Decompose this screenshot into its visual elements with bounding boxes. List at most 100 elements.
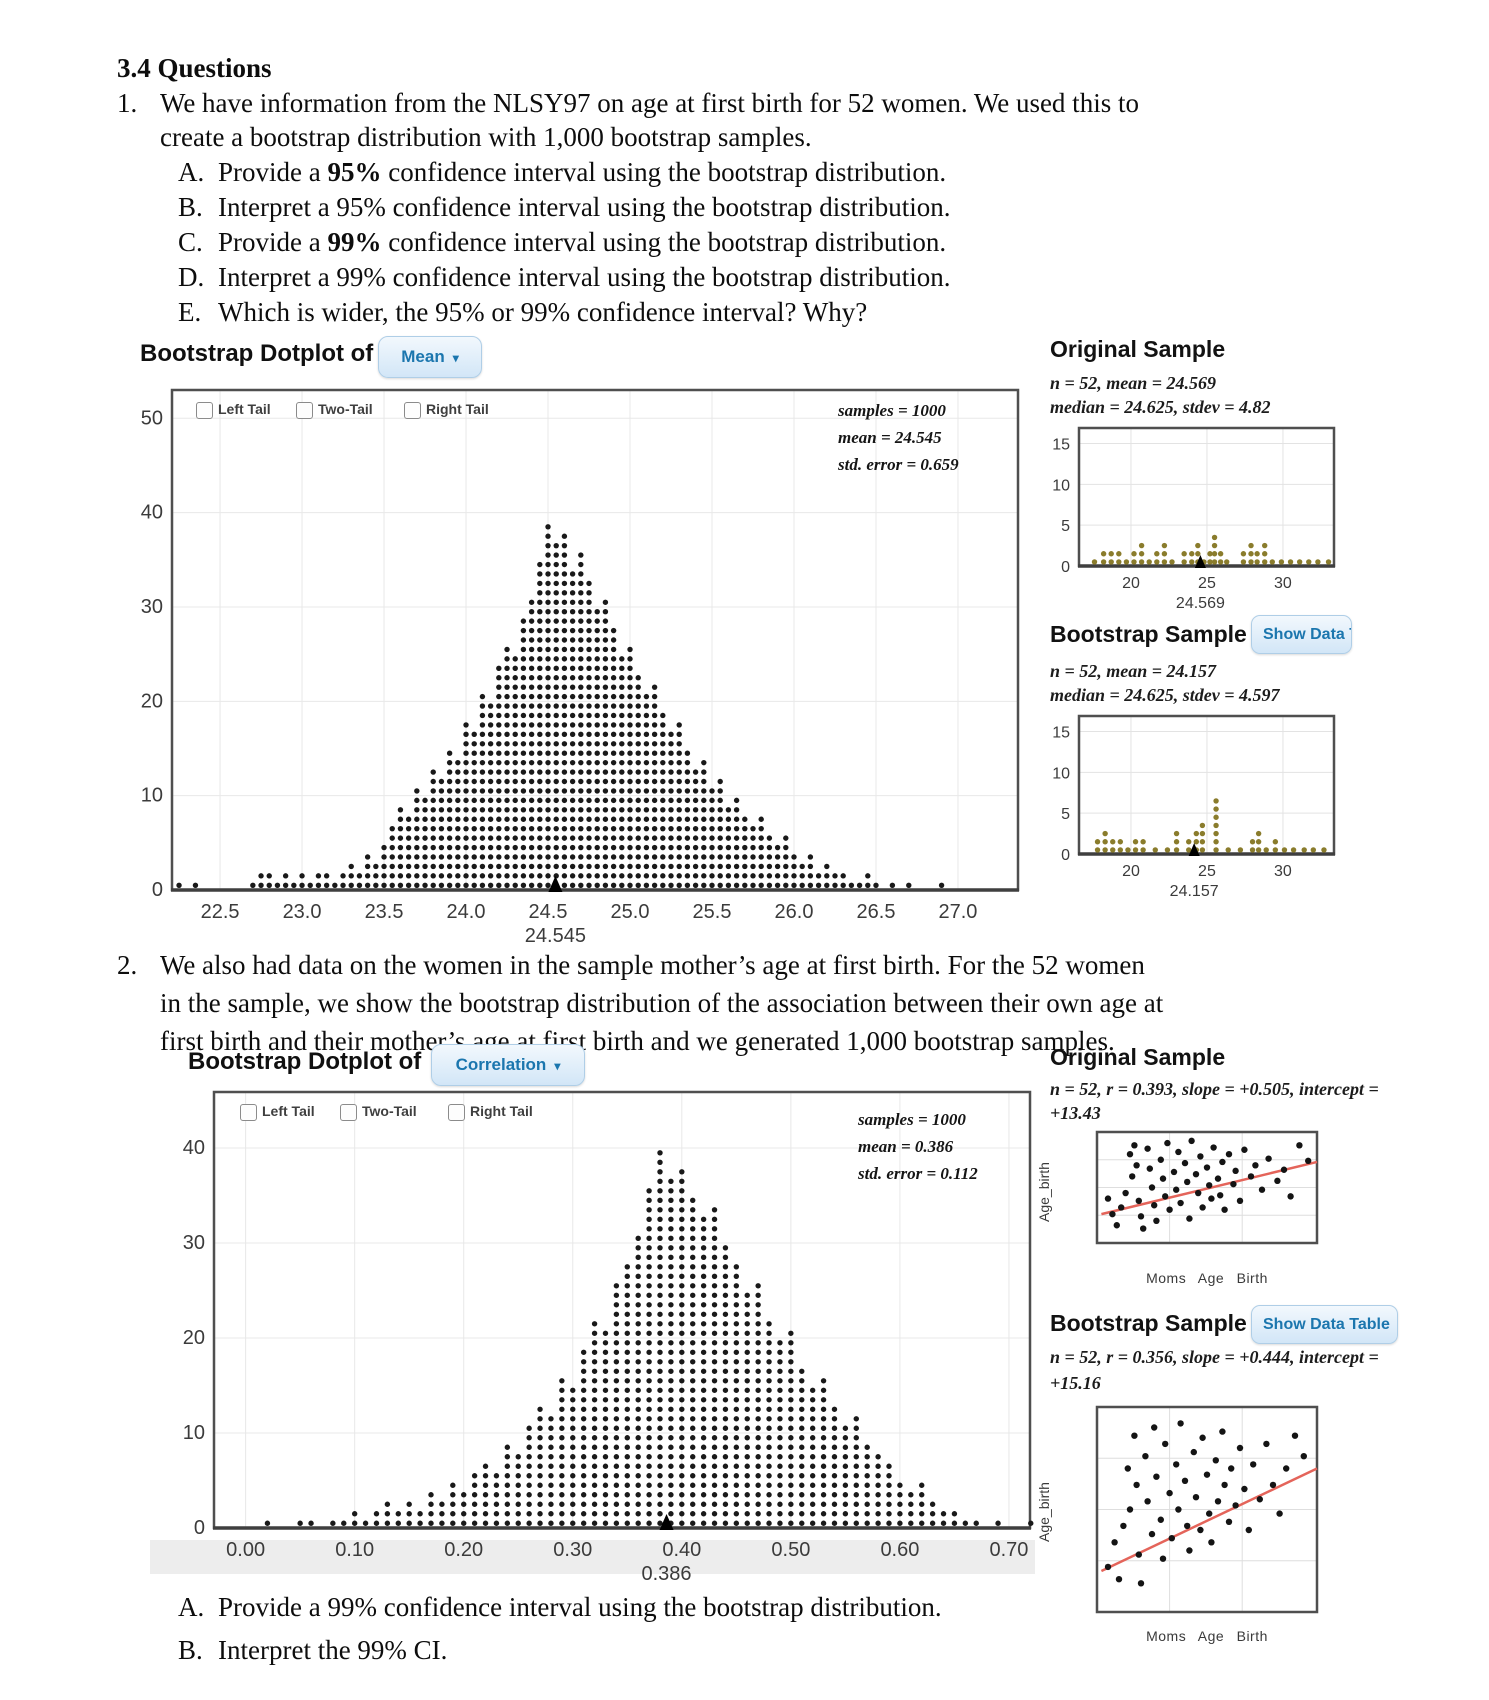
question-1-item-d: D. Interpret a 99% confidence interval us…: [178, 262, 951, 292]
stat-samples: samples = 1000: [838, 401, 946, 420]
question-1-item-e: E. Which is wider, the 95% or 99% confide…: [178, 297, 868, 327]
svg-text:26.5: 26.5: [857, 901, 896, 923]
stat-stderr: std. error = 0.112: [858, 1164, 978, 1183]
scatter-y-axis-label: Age_birth: [1036, 1162, 1052, 1222]
stat-samples: samples = 1000: [858, 1110, 966, 1129]
right-tail-checkbox[interactable]: [404, 402, 421, 419]
question-2-number: 2.: [117, 950, 138, 980]
question-2-line-3: first birth and their mother’s age at fi…: [160, 1026, 1115, 1056]
svg-text:0: 0: [194, 1517, 205, 1539]
bootstrap-sample-stats-2: +15.16: [1050, 1373, 1101, 1393]
svg-text:23.0: 23.0: [283, 901, 322, 923]
question-2-item-a: A. Provide a 99% confidence interval usin…: [178, 1592, 942, 1622]
original-sample-scatterplot: [1095, 1130, 1319, 1245]
left-tail-label: Left Tail: [262, 1103, 315, 1119]
svg-text:27.0: 27.0: [939, 901, 978, 923]
right-tail-checkbox[interactable]: [448, 1104, 465, 1121]
svg-text:24.157: 24.157: [1170, 883, 1219, 900]
svg-text:23.5: 23.5: [365, 901, 404, 923]
svg-text:10: 10: [1052, 477, 1070, 494]
original-sample-title: Original Sample: [1050, 336, 1226, 362]
statistic-dropdown-mean[interactable]: Mean ▾: [378, 336, 482, 378]
svg-text:0.60: 0.60: [880, 1539, 919, 1561]
window-bottom-strip: [150, 1540, 1035, 1574]
statkey1-header: Bootstrap Dotplot of: [140, 340, 374, 367]
svg-text:25.5: 25.5: [693, 901, 732, 923]
show-data-table-button[interactable]: Show Data Table: [1251, 615, 1352, 654]
svg-text:30: 30: [183, 1232, 205, 1254]
svg-text:25: 25: [1198, 863, 1216, 880]
svg-text:30: 30: [141, 596, 163, 618]
svg-text:5: 5: [1061, 518, 1070, 535]
two-tail-checkbox[interactable]: [340, 1104, 357, 1121]
bootstrap-sample-stats-2: median = 24.625, stdev = 4.597: [1050, 685, 1280, 705]
bootstrap-correlation-dotplot: 0 10 20 30 40 0.00 0.10 0.20 0.30 0.40 0.50 0.60 0.7…: [183, 1090, 1034, 1585]
svg-text:26.0: 26.0: [775, 901, 814, 923]
question-1-item-b: B. Interpret a 95% confidence interval us…: [178, 192, 951, 222]
svg-text:25.0: 25.0: [611, 901, 650, 923]
svg-text:30: 30: [1274, 863, 1292, 880]
original-sample-stats-1: n = 52, r = 0.393, slope = +0.505, inter…: [1050, 1079, 1379, 1099]
svg-text:15: 15: [1052, 437, 1070, 454]
left-tail-label: Left Tail: [218, 401, 271, 417]
original-sample-stats-1: n = 52, mean = 24.569: [1050, 373, 1217, 393]
bootstrap-sample-stats-1: n = 52, r = 0.356, slope = +0.444, inter…: [1050, 1347, 1379, 1367]
svg-text:0: 0: [1061, 559, 1070, 576]
bootstrap-correlation-stats: samples = 1000 mean = 0.386 std. error =…: [858, 1106, 978, 1187]
two-tail-checkbox[interactable]: [296, 402, 313, 419]
chevron-down-icon: ▾: [554, 1059, 561, 1073]
svg-text:10: 10: [141, 785, 163, 807]
right-tail-label: Right Tail: [426, 401, 489, 417]
scatter-y-axis-label: Age_birth: [1036, 1482, 1052, 1542]
stat-mean: mean = 0.386: [858, 1137, 954, 1156]
question-2-item-b: B. Interpret the 99% CI.: [178, 1635, 448, 1665]
question-1-line-1: 1. We have information from the NLSY97 on…: [117, 88, 1139, 118]
svg-text:0.40: 0.40: [662, 1539, 701, 1561]
chevron-down-icon: ▾: [452, 351, 459, 365]
bootstrap-sample-scatterplot: [1095, 1405, 1319, 1614]
svg-text:24.545: 24.545: [525, 925, 586, 947]
svg-text:50: 50: [141, 407, 163, 429]
svg-text:0.70: 0.70: [989, 1539, 1028, 1561]
svg-text:24.0: 24.0: [447, 901, 486, 923]
svg-text:10: 10: [183, 1422, 205, 1444]
svg-text:40: 40: [141, 502, 163, 524]
svg-text:0: 0: [152, 879, 163, 901]
svg-text:15: 15: [1052, 725, 1070, 742]
section-heading: 3.4 Questions: [117, 53, 272, 83]
bootstrap-mean-dotplot: 0 10 20 30 40 50 22.5 23.0 23.5 24.0 24.5 25.0 25.5 2…: [141, 388, 1020, 947]
svg-text:0.386: 0.386: [642, 1563, 692, 1585]
svg-text:25: 25: [1198, 575, 1216, 592]
stat-stderr: std. error = 0.659: [838, 455, 959, 474]
svg-text:20: 20: [1122, 575, 1140, 592]
bootstrap-sample-stats-1: n = 52, mean = 24.157: [1050, 661, 1217, 681]
svg-text:20: 20: [141, 690, 163, 712]
left-tail-checkbox[interactable]: [196, 402, 213, 419]
bootstrap-mean-stats: samples = 1000 mean = 24.545 std. error …: [838, 397, 959, 478]
scatter-x-axis-label: Moms Age Birth: [1146, 1270, 1268, 1286]
question-1-number: 1.: [117, 88, 138, 118]
svg-text:0.20: 0.20: [444, 1539, 483, 1561]
bootstrap-sample-title: Bootstrap Sample: [1050, 621, 1247, 647]
original-sample-stats-2: median = 24.625, stdev = 4.82: [1050, 397, 1271, 417]
right-tail-label: Right Tail: [470, 1103, 533, 1119]
show-data-table-button[interactable]: Show Data Table: [1251, 1305, 1398, 1344]
bootstrap-sample-title: Bootstrap Sample: [1050, 1310, 1247, 1336]
scatter-x-axis-label: Moms Age Birth: [1146, 1628, 1268, 1644]
question-2-line-1: 2. We also had data on the women in the s…: [117, 950, 1145, 980]
statistic-dropdown-correlation[interactable]: Correlation ▾: [431, 1044, 585, 1086]
svg-text:0.30: 0.30: [553, 1539, 592, 1561]
svg-text:24.5: 24.5: [529, 901, 568, 923]
svg-text:0.10: 0.10: [335, 1539, 374, 1561]
original-sample-dotplot: 0 5 10 15 20 25 30 24.569: [1052, 426, 1336, 612]
question-1-item-c: C. Provide a 99% confidence interval usin…: [178, 227, 947, 257]
original-sample-stats-2: +13.43: [1050, 1103, 1101, 1123]
statkey2-header: Bootstrap Dotplot of: [188, 1048, 422, 1075]
question-1-line-2: create a bootstrap distribution with 1,0…: [160, 122, 812, 152]
svg-text:0: 0: [1061, 847, 1070, 864]
left-tail-checkbox[interactable]: [240, 1104, 257, 1121]
svg-text:20: 20: [1122, 863, 1140, 880]
bootstrap-sample-dotplot: 0 5 10 15 20 25 30 24.157: [1052, 714, 1336, 900]
two-tail-label: Two-Tail: [318, 401, 373, 417]
